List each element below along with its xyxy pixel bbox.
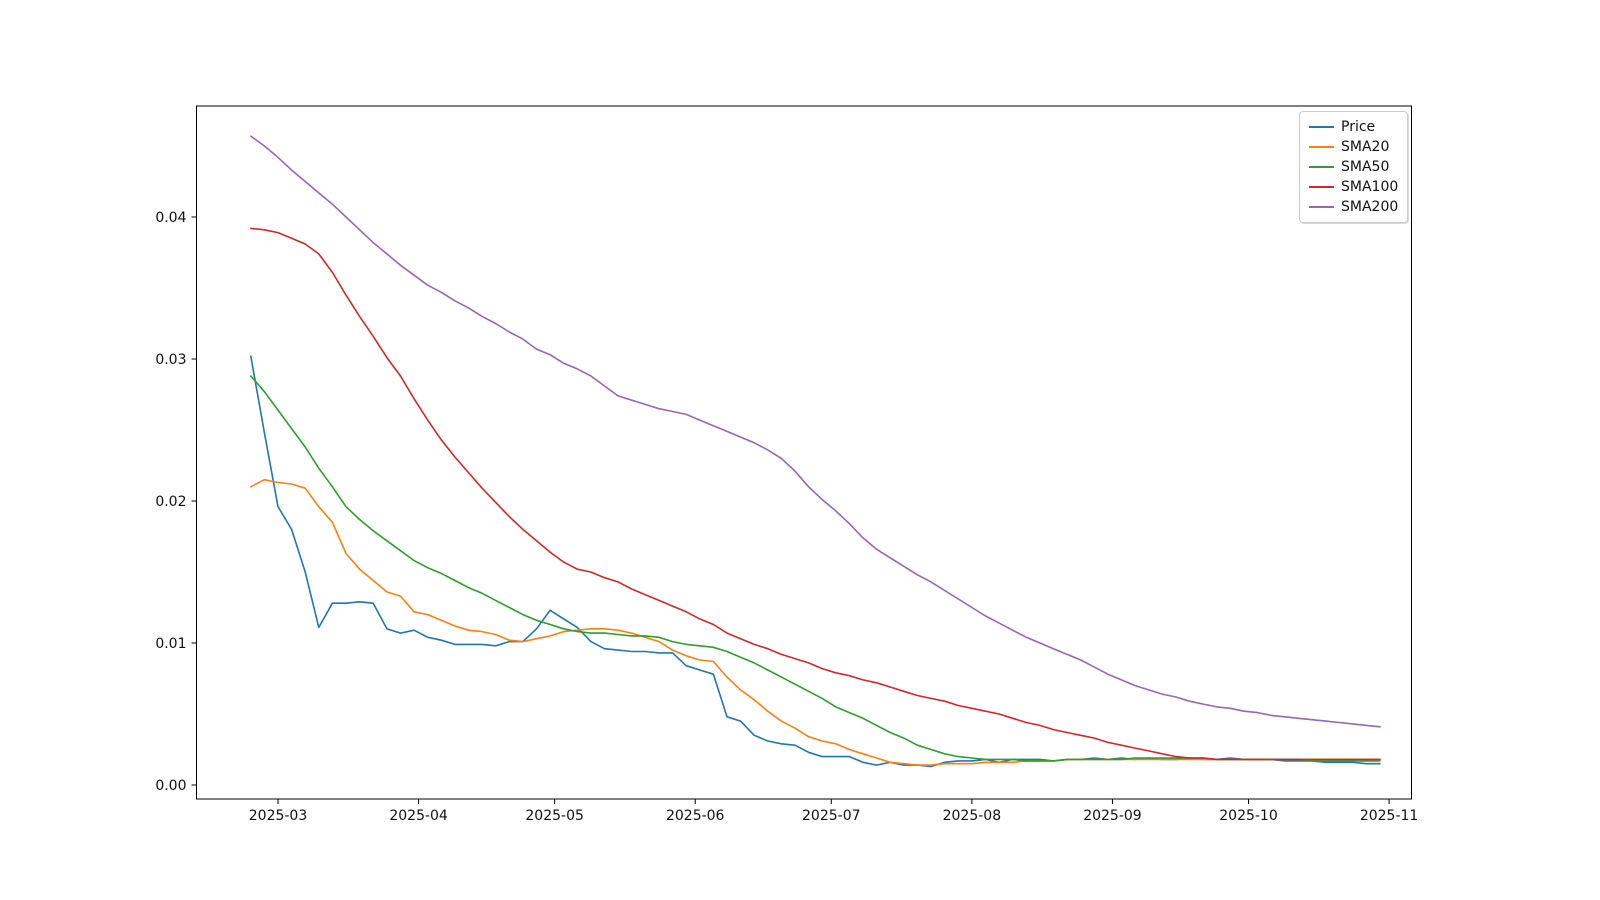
series-line-sma20 <box>250 478 1381 766</box>
sma200-line-swatch <box>1309 206 1334 208</box>
y-tick-label: 0.04 <box>155 210 186 226</box>
legend-item-sma50: SMA50 <box>1309 157 1399 177</box>
legend-item-price: Price <box>1309 117 1399 137</box>
legend-item-sma200: SMA200 <box>1309 197 1399 217</box>
price-line-swatch <box>1309 126 1334 128</box>
y-tick-label: 0.01 <box>155 636 186 652</box>
x-tick-label: 2025-07 <box>802 808 861 824</box>
legend-label-sma100: SMA100 <box>1341 179 1399 195</box>
sma50-line-swatch <box>1309 166 1334 168</box>
x-tick-label: 2025-09 <box>1083 808 1142 824</box>
axes-frame <box>196 105 1412 800</box>
legend-label-sma20: SMA20 <box>1341 139 1390 155</box>
series-line-sma200 <box>250 135 1381 728</box>
series-line-sma50 <box>250 375 1381 762</box>
legend: Price SMA20 SMA50 SMA100 SMA200 <box>1299 111 1408 223</box>
sma20-line-swatch <box>1309 146 1334 148</box>
x-tick-label: 2025-11 <box>1360 808 1419 824</box>
x-tick-label: 2025-03 <box>249 808 308 824</box>
x-tick-label: 2025-06 <box>666 808 725 824</box>
x-tick-label: 2025-04 <box>389 808 448 824</box>
y-tick-label: 0.00 <box>155 778 186 794</box>
x-tick-label: 2025-05 <box>525 808 584 824</box>
legend-label-price: Price <box>1341 119 1376 135</box>
legend-item-sma100: SMA100 <box>1309 177 1399 197</box>
x-tick-label: 2025-10 <box>1219 808 1278 824</box>
legend-label-sma200: SMA200 <box>1341 199 1399 215</box>
series-line-sma100 <box>250 227 1381 761</box>
y-tick-label: 0.02 <box>155 494 186 510</box>
legend-item-sma20: SMA20 <box>1309 137 1399 157</box>
y-tick-label: 0.03 <box>155 352 186 368</box>
x-tick-label: 2025-08 <box>943 808 1002 824</box>
legend-label-sma50: SMA50 <box>1341 159 1390 175</box>
sma100-line-swatch <box>1309 186 1334 188</box>
